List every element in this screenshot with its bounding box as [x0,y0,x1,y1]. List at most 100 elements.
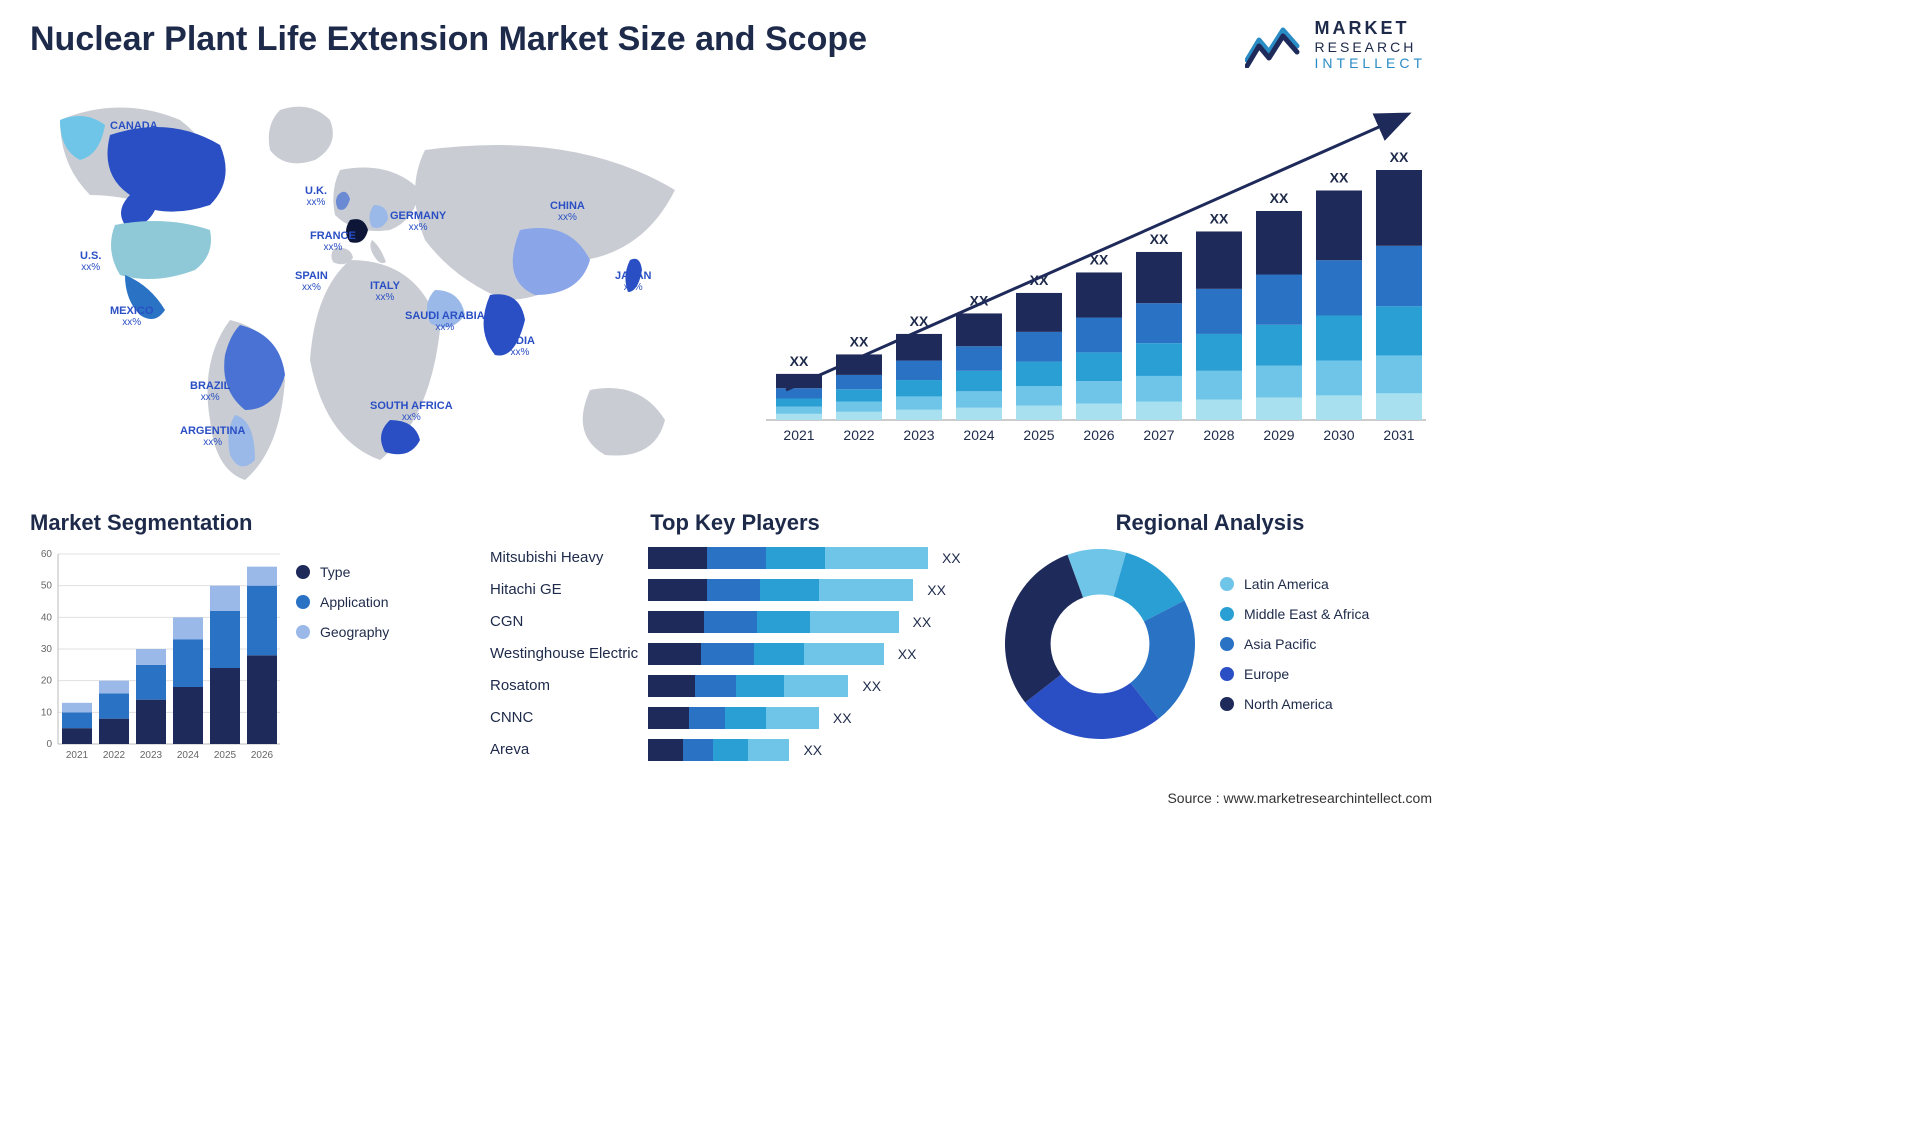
main-bar-chart: XX2021XX2022XX2023XX2024XX2025XX2026XX20… [766,100,1426,460]
svg-text:XX: XX [1330,169,1349,185]
seg-legend-label: Type [320,564,350,580]
map-label-u-s-: U.S.xx% [80,250,101,273]
player-bar [648,739,789,761]
player-value: XX [803,742,822,758]
regional-legend-item: Latin America [1220,576,1369,592]
player-bar [648,675,848,697]
seg-legend-type: Type [296,564,389,580]
player-bar-segment [648,643,701,665]
map-label-italy: ITALYxx% [370,280,400,303]
svg-text:2031: 2031 [1383,427,1414,443]
player-value: XX [833,710,852,726]
player-bar-segment [736,675,783,697]
player-row: Mitsubishi HeavyXX [490,544,980,571]
legend-dot-icon [1220,697,1234,711]
players-title: Top Key Players [490,510,980,536]
svg-text:50: 50 [41,581,53,592]
player-value: XX [898,646,917,662]
player-bar-segment [648,611,704,633]
svg-text:2026: 2026 [251,750,274,761]
player-bar-segment [704,611,757,633]
regional-legend-label: North America [1244,696,1333,712]
brand-logo-line1: MARKET [1315,18,1426,39]
player-bar-segment [766,707,819,729]
player-bar-segment [784,675,849,697]
svg-text:2029: 2029 [1263,427,1294,443]
map-label-japan: JAPANxx% [615,270,651,293]
regional-donut-chart [1000,544,1200,744]
player-bar-segment [757,611,810,633]
brand-logo-line2: RESEARCH [1315,39,1426,55]
svg-text:2022: 2022 [103,750,126,761]
player-bar-segment [648,739,683,761]
player-name: Rosatom [490,677,640,694]
regional-legend-label: Latin America [1244,576,1329,592]
player-bar-segment [748,739,789,761]
map-label-spain: SPAINxx% [295,270,328,293]
seg-legend-geography: Geography [296,624,389,640]
player-name: Hitachi GE [490,581,640,598]
svg-text:XX: XX [1210,210,1229,226]
map-label-mexico: MEXICOxx% [110,305,153,328]
svg-text:0: 0 [46,739,52,750]
player-bar-segment [707,579,760,601]
player-bar-segment [648,579,707,601]
regional-legend-item: Middle East & Africa [1220,606,1369,622]
svg-text:60: 60 [41,549,53,560]
segmentation-chart: 0102030405060202120222023202420252026 [30,544,280,764]
player-row: RosatomXX [490,672,980,699]
player-bar-segment [760,579,819,601]
players-chart: Mitsubishi HeavyXXHitachi GEXXCGNXXWesti… [490,544,980,763]
player-bar [648,579,913,601]
player-bar [648,707,819,729]
seg-legend-label: Application [320,594,389,610]
player-bar-segment [713,739,748,761]
regional-legend-item: North America [1220,696,1369,712]
player-bar [648,611,899,633]
regional-legend-label: Middle East & Africa [1244,606,1369,622]
regional-legend-label: Europe [1244,666,1289,682]
svg-text:2025: 2025 [1023,427,1054,443]
legend-dot-icon [1220,577,1234,591]
brand-logo-icon [1245,20,1305,68]
player-bar-segment [825,547,928,569]
player-bar-segment [695,675,736,697]
player-bar-segment [804,643,884,665]
segmentation-legend: Type Application Geography [296,564,389,764]
map-label-germany: GERMANYxx% [390,210,446,233]
player-bar-segment [754,643,804,665]
player-name: Mitsubishi Heavy [490,549,640,566]
svg-text:2025: 2025 [214,750,237,761]
svg-text:XX: XX [1150,231,1169,247]
regional-legend-item: Europe [1220,666,1369,682]
player-bar-segment [648,675,695,697]
page-title: Nuclear Plant Life Extension Market Size… [30,20,867,59]
player-name: CNNC [490,709,640,726]
player-bar-segment [689,707,724,729]
regional-section: Regional Analysis Latin America Middle Ea… [1000,510,1420,770]
map-label-u-k-: U.K.xx% [305,185,327,208]
svg-text:2023: 2023 [140,750,163,761]
player-bar-segment [766,547,825,569]
legend-dot-icon [1220,667,1234,681]
regional-legend: Latin AmericaMiddle East & AfricaAsia Pa… [1220,576,1369,712]
legend-dot-icon [296,565,310,579]
segmentation-title: Market Segmentation [30,510,450,536]
regional-title: Regional Analysis [1000,510,1420,536]
svg-text:XX: XX [850,333,869,349]
player-row: Hitachi GEXX [490,576,980,603]
legend-dot-icon [296,625,310,639]
seg-legend-label: Geography [320,624,389,640]
source-text: Source : www.marketresearchintellect.com [1167,790,1432,806]
map-label-south-africa: SOUTH AFRICAxx% [370,400,453,423]
player-bar [648,547,928,569]
svg-text:2024: 2024 [963,427,994,443]
svg-text:30: 30 [41,644,53,655]
player-bar [648,643,884,665]
player-row: CGNXX [490,608,980,635]
svg-text:2022: 2022 [843,427,874,443]
player-bar-segment [819,579,913,601]
legend-dot-icon [1220,607,1234,621]
map-label-canada: CANADAxx% [110,120,158,143]
svg-text:2028: 2028 [1203,427,1234,443]
